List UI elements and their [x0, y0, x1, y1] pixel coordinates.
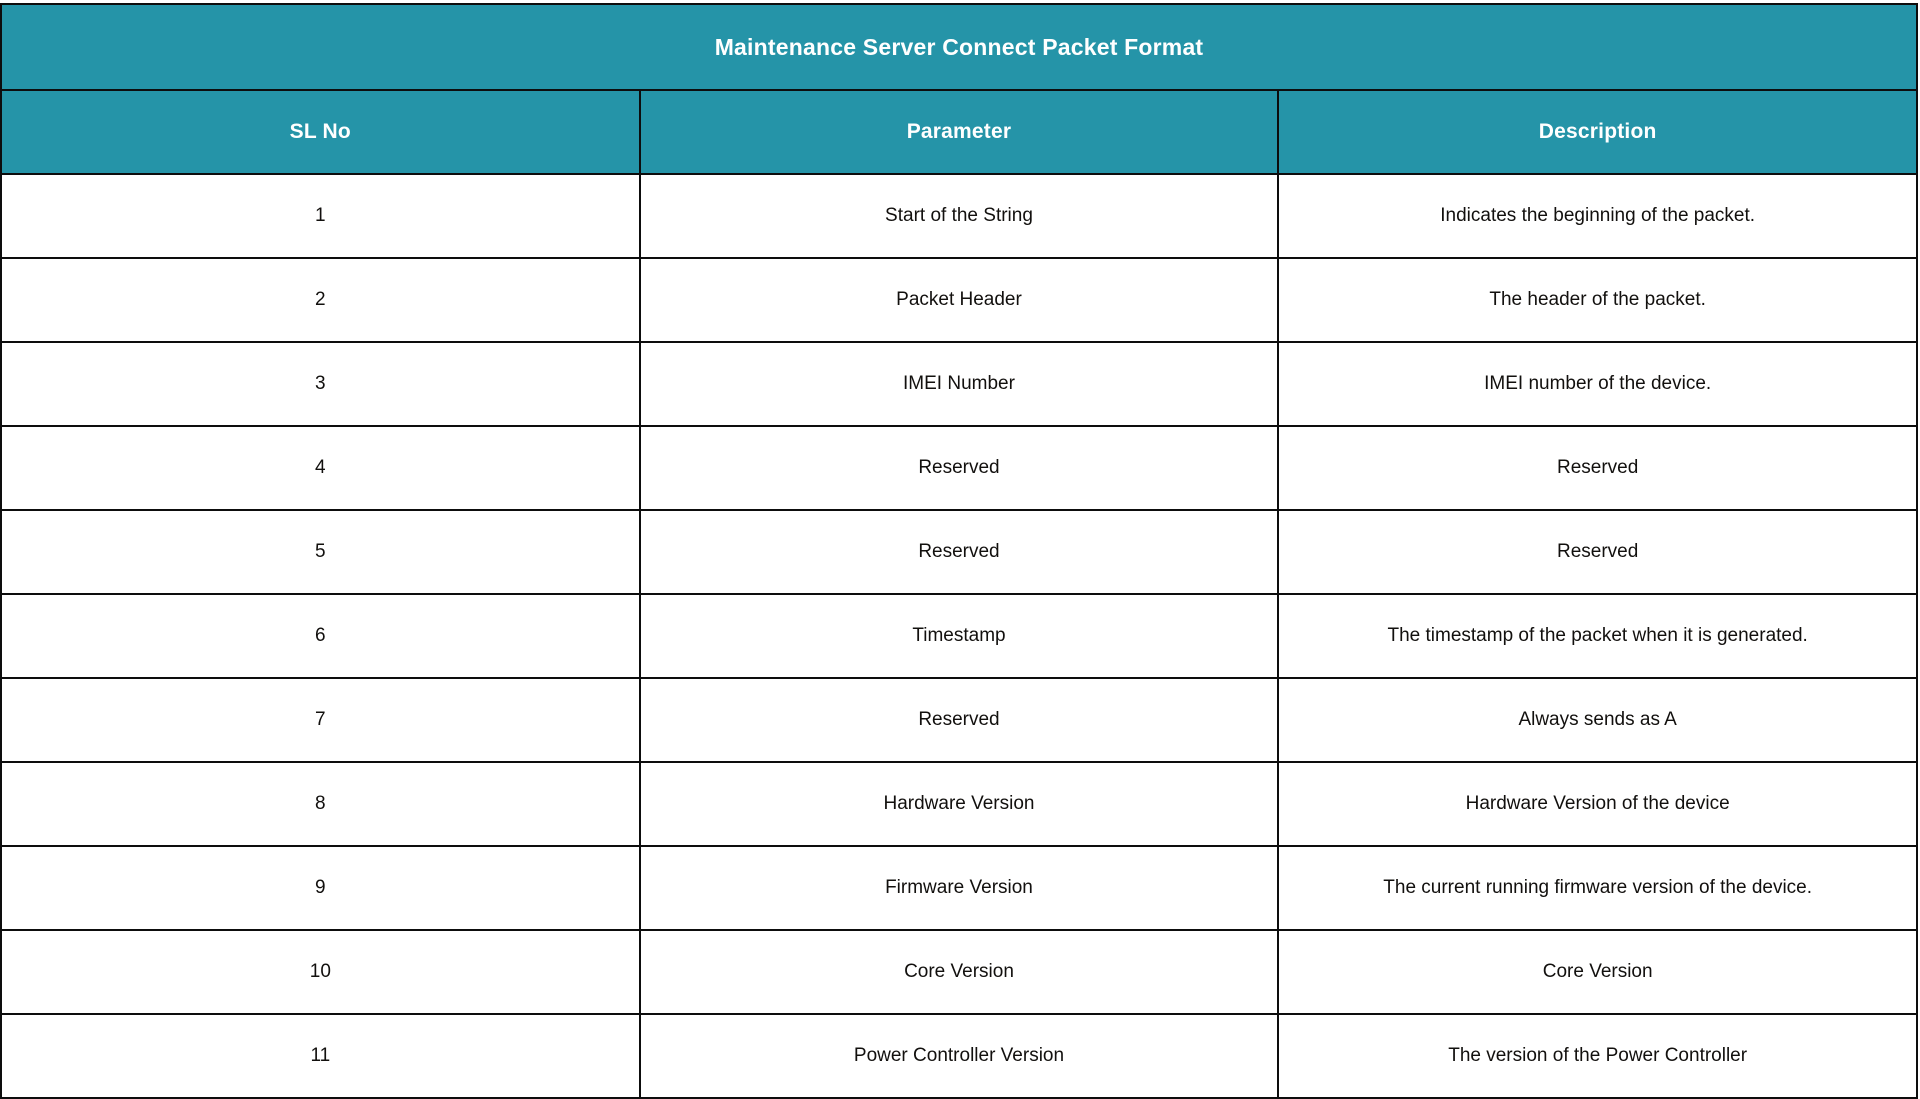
cell-description: The header of the packet. — [1277, 257, 1918, 343]
cell-description: The version of the Power Controller — [1277, 1013, 1918, 1099]
cell-description: Indicates the beginning of the packet. — [1277, 173, 1918, 259]
table-head: Maintenance Server Connect Packet Format… — [0, 3, 1918, 175]
cell-description: Always sends as A — [1277, 677, 1918, 763]
cell-parameter: Reserved — [638, 509, 1280, 595]
table-title: Maintenance Server Connect Packet Format — [0, 3, 1918, 91]
cell-parameter: Reserved — [638, 677, 1280, 763]
cell-sl-no: 6 — [0, 593, 641, 679]
cell-sl-no: 8 — [0, 761, 641, 847]
cell-sl-no: 11 — [0, 1013, 641, 1099]
table-row: 1 Start of the String Indicates the beginn… — [0, 173, 1918, 259]
table-row: 4 Reserved Reserved — [0, 425, 1918, 511]
table-row: 7 Reserved Always sends as A — [0, 677, 1918, 763]
cell-sl-no: 9 — [0, 845, 641, 931]
table-row: 8 Hardware Version Hardware Version of the… — [0, 761, 1918, 847]
cell-description: IMEI number of the device. — [1277, 341, 1918, 427]
table-row: 10 Core Version Core Version — [0, 929, 1918, 1015]
cell-parameter: Hardware Version — [638, 761, 1280, 847]
cell-parameter: Core Version — [638, 929, 1280, 1015]
cell-parameter: Timestamp — [638, 593, 1280, 679]
cell-parameter: Power Controller Version — [638, 1013, 1280, 1099]
cell-description: The current running firmware version of … — [1277, 845, 1918, 931]
cell-parameter: Packet Header — [638, 257, 1280, 343]
cell-description: Reserved — [1277, 509, 1918, 595]
cell-sl-no: 1 — [0, 173, 641, 259]
table-row: 6 Timestamp The timestamp of the packet wh… — [0, 593, 1918, 679]
column-header-parameter: Parameter — [638, 89, 1280, 175]
table-row: 11 Power Controller Version The version of… — [0, 1013, 1918, 1099]
table-body: 1 Start of the String Indicates the beginn… — [0, 173, 1918, 1099]
cell-sl-no: 10 — [0, 929, 641, 1015]
cell-parameter: Start of the String — [638, 173, 1280, 259]
cell-sl-no: 3 — [0, 341, 641, 427]
cell-parameter: Firmware Version — [638, 845, 1280, 931]
packet-format-table: Maintenance Server Connect Packet Format… — [0, 3, 1918, 1099]
cell-description: The timestamp of the packet when it is g… — [1277, 593, 1918, 679]
cell-sl-no: 4 — [0, 425, 641, 511]
cell-description: Core Version — [1277, 929, 1918, 1015]
column-header-sl-no: SL No — [0, 89, 641, 175]
table-column-header-row: SL No Parameter Description — [0, 89, 1918, 175]
cell-description: Hardware Version of the device — [1277, 761, 1918, 847]
column-header-description: Description — [1277, 89, 1918, 175]
cell-description: Reserved — [1277, 425, 1918, 511]
table-row: 5 Reserved Reserved — [0, 509, 1918, 595]
cell-sl-no: 5 — [0, 509, 641, 595]
cell-parameter: Reserved — [638, 425, 1280, 511]
table-row: 3 IMEI Number IMEI number of the device. — [0, 341, 1918, 427]
cell-parameter: IMEI Number — [638, 341, 1280, 427]
packet-format-table-container: Maintenance Server Connect Packet Format… — [0, 3, 1918, 1099]
cell-sl-no: 7 — [0, 677, 641, 763]
table-title-row: Maintenance Server Connect Packet Format — [0, 3, 1918, 91]
cell-sl-no: 2 — [0, 257, 641, 343]
table-row: 9 Firmware Version The current running fir… — [0, 845, 1918, 931]
table-row: 2 Packet Header The header of the packet. — [0, 257, 1918, 343]
